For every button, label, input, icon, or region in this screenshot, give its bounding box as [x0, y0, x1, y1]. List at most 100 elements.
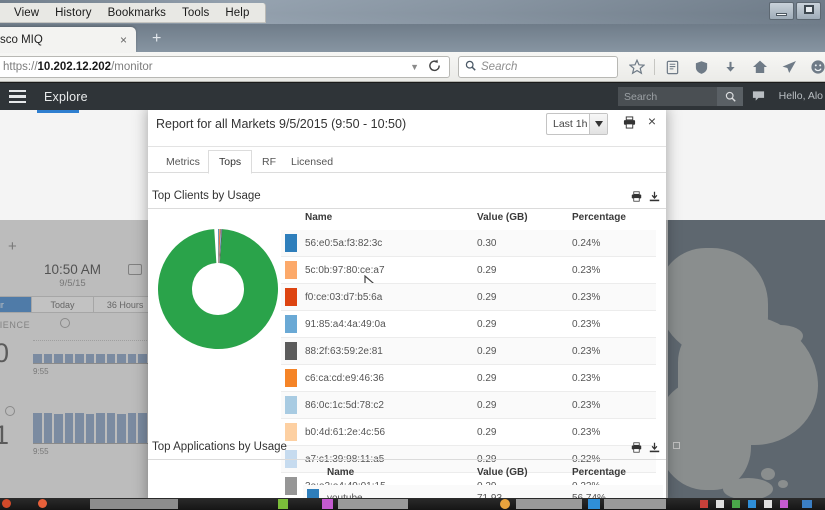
- search-placeholder: Search: [481, 61, 518, 73]
- cell-value: 0.30: [477, 237, 497, 249]
- tray-icon[interactable]: [732, 500, 740, 508]
- toolbar-divider: [654, 59, 655, 75]
- home-icon[interactable]: [748, 56, 771, 78]
- browser-toolbar-icons: [625, 56, 825, 78]
- period-select[interactable]: Last 1h: [546, 113, 608, 135]
- table-row[interactable]: 56:e0:5a:f3:82:3c 0.30 0.24%: [281, 230, 656, 257]
- minimize-button[interactable]: [769, 2, 794, 20]
- download-icon[interactable]: [719, 56, 742, 78]
- tab-metrics[interactable]: Metrics: [166, 156, 200, 168]
- col-swatch: [303, 464, 323, 485]
- cell-percentage: 0.23%: [572, 345, 601, 357]
- tab-licensed[interactable]: Licensed: [291, 156, 334, 168]
- col-percentage: Percentage: [572, 212, 626, 223]
- table-row[interactable]: c6:ca:cd:e9:46:36 0.29 0.23%: [281, 365, 656, 392]
- search-icon: [465, 58, 476, 76]
- download-icon[interactable]: [649, 440, 660, 458]
- report-modal: Report for all Markets 9/5/2015 (9:50 - …: [148, 105, 666, 505]
- modal-header: Report for all Markets 9/5/2015 (9:50 - …: [148, 105, 666, 147]
- taskbar-window[interactable]: [90, 499, 178, 509]
- taskbar-icon[interactable]: [322, 499, 333, 509]
- chevron-down-icon[interactable]: [589, 114, 607, 134]
- search-input[interactable]: Search: [624, 90, 658, 103]
- chat-bubble-icon[interactable]: [752, 89, 765, 107]
- print-icon[interactable]: [631, 189, 642, 207]
- tab-tops[interactable]: Tops: [208, 150, 253, 174]
- dashboard-metric-0: 0: [0, 338, 10, 368]
- taskbar-icon[interactable]: [2, 499, 11, 508]
- calendar-icon[interactable]: [128, 264, 142, 275]
- col-value: Value (GB): [477, 467, 528, 478]
- close-icon[interactable]: ×: [119, 32, 127, 47]
- taskbar-window[interactable]: [338, 499, 408, 509]
- tray-icon[interactable]: [716, 500, 724, 508]
- table-row[interactable]: 86:0c:1c:5d:78:c2 0.29 0.23%: [281, 391, 656, 419]
- taskbar-icon[interactable]: [588, 499, 600, 509]
- taskbar-icon[interactable]: [500, 499, 510, 509]
- url-bar[interactable]: https://10.202.12.202/monitor ▼: [0, 56, 450, 78]
- browser-tabstrip: sco MIQ × +: [0, 24, 825, 52]
- user-greeting[interactable]: Hello, Alo: [778, 90, 823, 102]
- send-icon[interactable]: [777, 56, 800, 78]
- cell-value: 0.29: [477, 264, 497, 276]
- cell-value: 0.29: [477, 318, 497, 330]
- color-swatch: [281, 419, 301, 446]
- tray-icon[interactable]: [748, 500, 756, 508]
- table-row[interactable]: 91:85:a4:4a:49:0a 0.29 0.23%: [281, 311, 656, 338]
- menu-view[interactable]: View: [14, 6, 40, 19]
- menu-history[interactable]: History: [55, 6, 92, 19]
- app-search[interactable]: Search: [618, 87, 743, 106]
- cell-percentage: 0.23%: [572, 264, 601, 276]
- menu-tools[interactable]: Tools: [182, 6, 210, 19]
- map-marker[interactable]: [673, 442, 680, 449]
- taskbar-icon[interactable]: [38, 499, 47, 508]
- smiley-icon[interactable]: [806, 56, 825, 78]
- tab-rf[interactable]: RF: [262, 156, 276, 168]
- print-icon[interactable]: [631, 440, 642, 458]
- table-row[interactable]: b0:4d:61:2e:4c:56 0.29 0.23%: [281, 419, 656, 446]
- download-icon[interactable]: [649, 189, 660, 207]
- menu-bookmarks[interactable]: Bookmarks: [107, 6, 167, 19]
- taskbar-icon[interactable]: [278, 499, 288, 509]
- taskbar-window[interactable]: [604, 499, 666, 509]
- cell-value: 0.29: [477, 480, 497, 492]
- range-tab-today[interactable]: Today: [31, 297, 95, 312]
- tray-icon[interactable]: [802, 500, 812, 508]
- app-header: Explore Search Hello, Alo: [0, 83, 825, 110]
- tray-icon[interactable]: [700, 500, 708, 508]
- info-icon[interactable]: [60, 318, 70, 328]
- table-row[interactable]: 88:2f:63:59:2e:81 0.29 0.23%: [281, 337, 656, 365]
- table-row[interactable]: 5c:0b:97:80:ce:a7 0.29 0.23%: [281, 257, 656, 284]
- nav-explore[interactable]: Explore: [44, 89, 88, 104]
- menu-help[interactable]: Help: [225, 6, 250, 19]
- dashboard-range-tabs[interactable]: ur Today 36 Hours: [0, 296, 158, 313]
- library-icon[interactable]: [661, 56, 684, 78]
- bookmark-star-icon[interactable]: [625, 56, 648, 78]
- shield-icon[interactable]: [690, 56, 713, 78]
- top-clients-donut-chart[interactable]: [158, 227, 278, 357]
- taskbar-window[interactable]: [516, 499, 582, 509]
- tray-icon[interactable]: [780, 500, 788, 508]
- os-taskbar[interactable]: [0, 498, 825, 510]
- col-swatch: [281, 209, 301, 230]
- col-name: Name: [327, 467, 355, 478]
- new-tab-button[interactable]: +: [152, 30, 162, 47]
- chevron-down-icon[interactable]: ▼: [410, 62, 419, 72]
- print-icon[interactable]: [623, 116, 636, 134]
- close-icon[interactable]: ×: [647, 113, 656, 129]
- cell-name: 3e:e2:e4:49:01:15: [305, 480, 386, 492]
- world-map[interactable]: Leaflet | © Mapbox © OpenStreet: [668, 220, 825, 510]
- table-row[interactable]: f0:ce:03:d7:b5:6a 0.29 0.23%: [281, 283, 656, 311]
- reload-icon[interactable]: [424, 59, 445, 75]
- dashboard-metric-1: 1: [0, 420, 10, 450]
- hamburger-icon[interactable]: [9, 89, 26, 104]
- browser-tab[interactable]: sco MIQ ×: [0, 27, 136, 52]
- info-icon[interactable]: [5, 406, 15, 416]
- browser-search-bar[interactable]: Search: [458, 56, 618, 78]
- add-widget-button[interactable]: +: [8, 238, 17, 255]
- tray-icon[interactable]: [764, 500, 772, 508]
- search-icon[interactable]: [717, 87, 743, 106]
- maximize-button[interactable]: [796, 2, 821, 20]
- cell-name: 56:e0:5a:f3:82:3c: [305, 237, 383, 249]
- range-tab-hour[interactable]: ur: [0, 297, 32, 312]
